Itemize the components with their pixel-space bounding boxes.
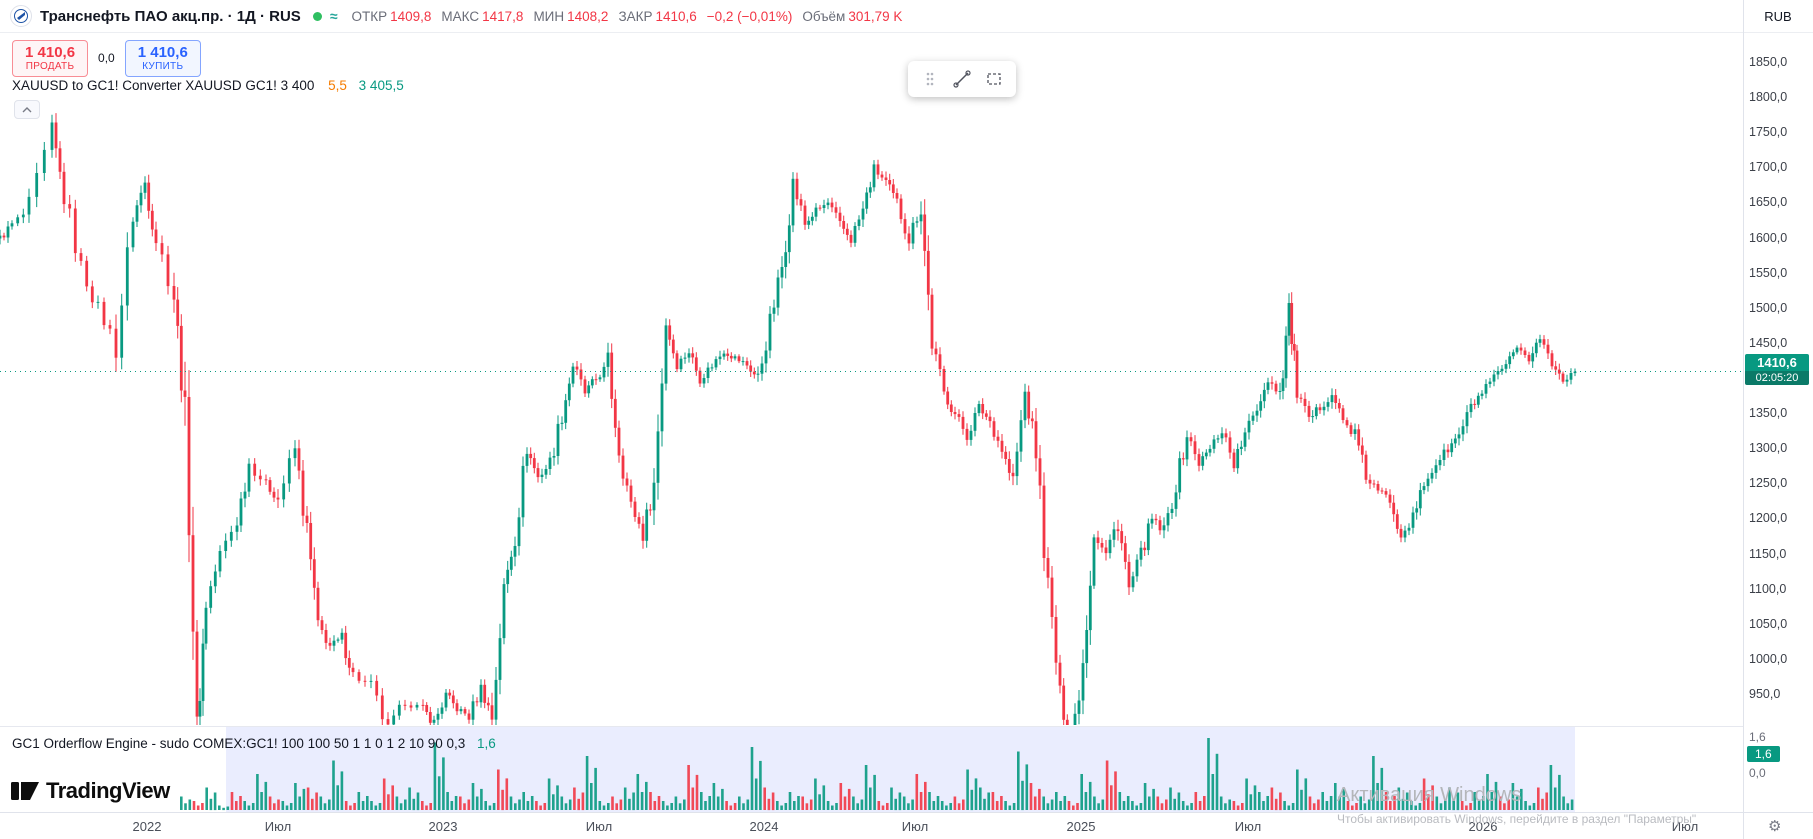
volume-value: 301,79 K: [848, 8, 903, 24]
open-label: ОТКР: [351, 8, 388, 24]
time-tick-label: Июл: [1671, 819, 1699, 834]
scale-value-badge: 1,6: [1747, 746, 1780, 762]
symbol-logo-glyph: [14, 9, 28, 23]
indicator-value-2: 3 405,5: [358, 78, 404, 93]
last-price-line: [0, 371, 1743, 372]
ohlc-strip: ОТКР 1409,8 МАКС 1417,8 МИН 1408,2 ЗАКР 1410…: [352, 9, 903, 24]
price-tick-label: 1850,0: [1749, 55, 1788, 69]
change-value: −0,2 (−0,01%): [706, 8, 793, 24]
scale-bottom-label: 0,0: [1749, 766, 1766, 780]
symbol-logo[interactable]: [10, 5, 32, 27]
time-tick-label: 2023: [428, 819, 458, 834]
price-tick-label: 950,0: [1749, 687, 1781, 701]
price-tick-label: 1250,0: [1749, 476, 1788, 491]
price-tick-label: 1550,0: [1749, 265, 1788, 280]
buy-button[interactable]: 1 410,6 КУПИТЬ: [124, 40, 201, 77]
last-price-value: 1410,6: [1745, 354, 1809, 371]
price-tick-label: 1700,0: [1749, 160, 1788, 175]
currency-label[interactable]: RUB: [1743, 0, 1813, 33]
time-tick-label: 2025: [1066, 819, 1096, 834]
chart-header: Транснефть ПАО акц.пр. · 1Д · RUS ≈ ОТКР…: [0, 0, 1753, 33]
floating-toolbar: [908, 61, 1016, 97]
marquee-glyph: [987, 73, 1001, 85]
trade-panel: 1 410,6 ПРОДАТЬ 0,0 1 410,6 КУПИТЬ: [12, 40, 201, 77]
overlay-indicator-title[interactable]: XAUUSD to GC1! Converter XAUUSD GC1! 3 4…: [12, 78, 315, 93]
spread-value: 0,0: [95, 49, 118, 68]
settings-gear-icon[interactable]: ⚙: [1768, 818, 1782, 835]
sell-label: ПРОДАТЬ: [25, 61, 75, 73]
time-tick-label: Июл: [1234, 819, 1262, 834]
price-tick-label: 1050,0: [1749, 616, 1788, 631]
price-tick-label: 1000,0: [1749, 651, 1788, 666]
tradingview-logo[interactable]: TradingView: [10, 777, 170, 805]
last-price-label[interactable]: 1410,6 02:05:20: [1745, 354, 1809, 385]
drag-dots-glyph: [926, 72, 934, 86]
low-value: 1408,2: [567, 8, 609, 24]
buy-label: КУПИТЬ: [142, 61, 184, 73]
bottom-pane-canvas[interactable]: [0, 727, 1743, 812]
market-status-dot-icon[interactable]: [312, 11, 322, 21]
price-tick-label: 1350,0: [1749, 406, 1788, 421]
time-tick-label: 2024: [749, 819, 779, 834]
volume-label: Объём: [802, 8, 846, 24]
time-tick-label: 2026: [1468, 819, 1498, 834]
approx-icon[interactable]: ≈: [329, 8, 338, 24]
price-tick-label: 1150,0: [1749, 546, 1787, 561]
countdown-label: 02:05:20: [1745, 371, 1809, 385]
buy-price: 1 410,6: [137, 44, 188, 61]
tradingview-logo-text: TradingView: [46, 778, 170, 803]
time-tick-label: Июл: [901, 819, 929, 834]
high-label: МАКС: [441, 8, 480, 24]
price-tick-label: 1300,0: [1749, 441, 1788, 456]
price-tick-label: 1200,0: [1749, 511, 1788, 526]
close-label: ЗАКР: [618, 8, 653, 24]
bottom-indicator-value: 1,6: [477, 736, 496, 751]
scale-top-label: 1,6: [1749, 730, 1766, 744]
ruler-icon[interactable]: [948, 65, 976, 93]
price-axis-border: [1743, 0, 1744, 839]
price-tick-label: 1450,0: [1749, 335, 1788, 350]
indicator-value-1: 5,5: [328, 78, 347, 93]
pane-divider[interactable]: [0, 726, 1743, 727]
ruler-glyph: [953, 70, 971, 88]
price-tick-label: 1600,0: [1749, 230, 1788, 245]
sell-button[interactable]: 1 410,6 ПРОДАТЬ: [12, 40, 89, 77]
price-tick-label: 1100,0: [1749, 581, 1787, 596]
tradingview-logo-icon: [11, 782, 39, 800]
low-label: МИН: [533, 8, 565, 24]
main-chart-canvas[interactable]: [0, 32, 1743, 725]
price-tick-label: 1800,0: [1749, 90, 1788, 105]
price-tick-label: 1500,0: [1749, 300, 1788, 315]
price-tick-label: 1750,0: [1749, 125, 1788, 140]
drag-handle-icon[interactable]: [916, 65, 944, 93]
collapse-button[interactable]: [14, 100, 40, 119]
open-value: 1409,8: [390, 8, 432, 24]
overlay-indicator-row: XAUUSD to GC1! Converter XAUUSD GC1! 3 4…: [12, 78, 404, 93]
close-value: 1410,6: [655, 8, 697, 24]
time-tick-label: Июл: [585, 819, 613, 834]
bottom-indicator-title[interactable]: GC1 Orderflow Engine - sudo COMEX:GC1! 1…: [12, 736, 466, 751]
time-tick-label: 2022: [132, 819, 162, 834]
price-tick-label: 1650,0: [1749, 195, 1788, 210]
high-value: 1417,8: [482, 8, 524, 24]
chevron-up-icon: [22, 106, 32, 112]
marquee-icon[interactable]: [980, 65, 1008, 93]
sell-price: 1 410,6: [25, 44, 76, 61]
time-axis[interactable]: 2022 Июл 2023 Июл 2024 Июл 2025 Июл 2026 Июл: [0, 812, 1813, 839]
time-tick-label: Июл: [264, 819, 292, 834]
symbol-title[interactable]: Транснефть ПАО акц.пр. · 1Д · RUS: [40, 7, 301, 25]
bottom-indicator-row: GC1 Orderflow Engine - sudo COMEX:GC1! 1…: [12, 736, 496, 751]
